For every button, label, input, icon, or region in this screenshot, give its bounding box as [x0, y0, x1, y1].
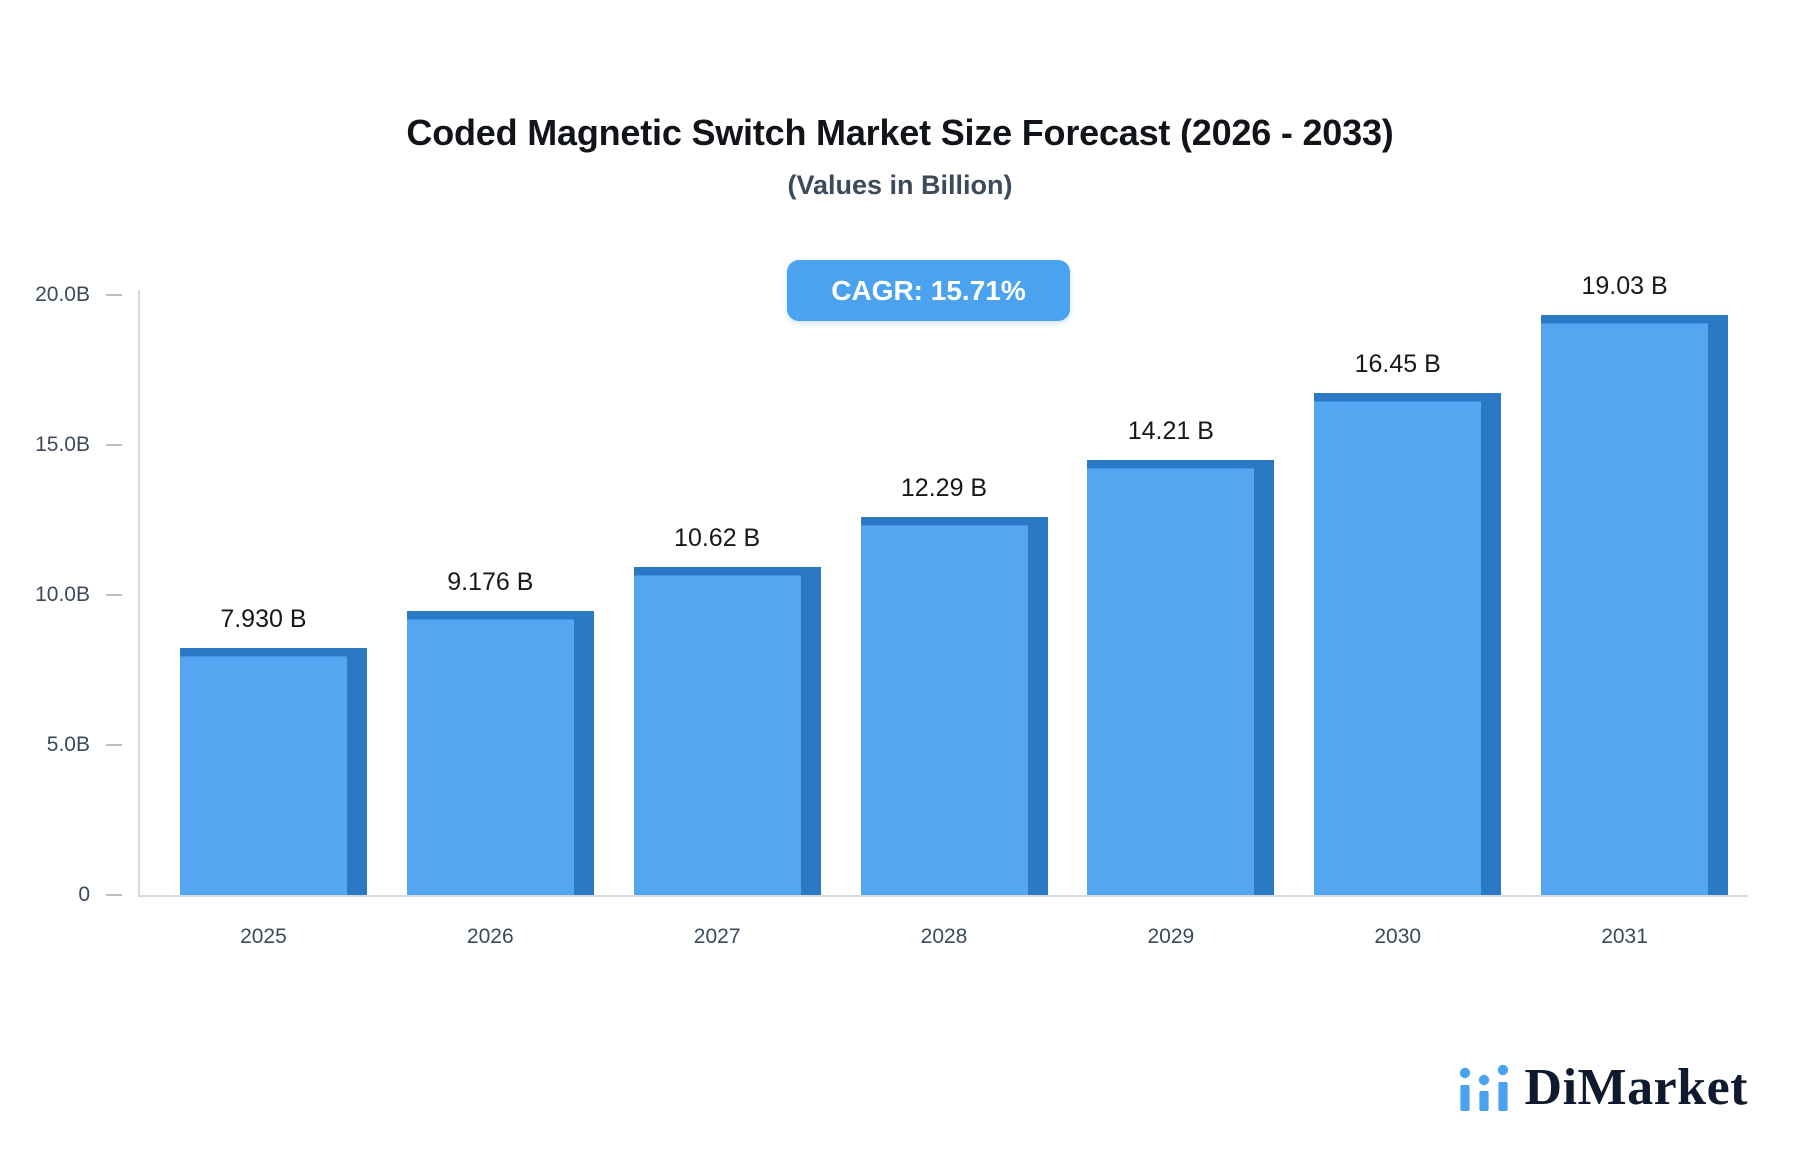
chart-title: Coded Magnetic Switch Market Size Foreca… — [406, 112, 1394, 153]
bar-side-face — [1481, 392, 1502, 895]
bar-2028 — [860, 517, 1048, 895]
bar-side-face — [800, 567, 821, 895]
bar-2025 — [179, 648, 367, 895]
bar-top-face — [1314, 392, 1482, 402]
y-axis-tick-label: 20.0B — [35, 283, 90, 306]
bar-value-label: 16.45 B — [1354, 349, 1441, 378]
bar-front-face — [1314, 400, 1482, 895]
bar-top-face — [1087, 459, 1255, 469]
bar-value-label: 7.930 B — [220, 605, 307, 634]
x-axis-tick-label: 2026 — [466, 925, 514, 948]
cagr-badge: CAGR: 15.71% — [787, 260, 1070, 321]
bar-side-face — [346, 648, 367, 895]
bar-value-label: 10.62 B — [674, 524, 761, 553]
bar-top-face — [179, 648, 347, 658]
x-axis-tick-label: 2031 — [1601, 925, 1648, 948]
bar-value-label: 14.21 B — [1127, 416, 1214, 445]
chart-subtitle: (Values in Billion) — [787, 170, 1013, 200]
bar-side-face — [1027, 517, 1048, 895]
y-axis-tick-label: 5.0B — [46, 733, 90, 756]
bar-2027 — [633, 567, 821, 895]
y-axis-tick-mark — [106, 894, 122, 896]
y-axis-tick-mark — [106, 444, 122, 446]
bar-front-face — [179, 656, 347, 895]
y-axis-line — [138, 290, 140, 897]
bar-2030 — [1314, 392, 1502, 895]
x-axis-tick-label: 2030 — [1374, 925, 1422, 948]
bar-2026 — [406, 610, 594, 895]
dimarket-logo: DiMarket — [1457, 1062, 1748, 1114]
y-axis-tick-mark — [106, 744, 122, 746]
bar-front-face — [860, 525, 1028, 895]
bar-front-face — [1087, 467, 1255, 895]
y-axis-tick-label: 10.0B — [35, 583, 90, 606]
x-axis-tick-label: 2029 — [1147, 925, 1195, 948]
logo-wordmark: DiMarket — [1524, 1059, 1748, 1116]
bar-value-label: 12.29 B — [900, 474, 988, 503]
bar-value-label: 9.176 B — [447, 567, 534, 596]
x-axis-line — [138, 895, 1748, 897]
bar-front-face — [1541, 323, 1709, 895]
y-axis-tick-mark — [106, 294, 122, 296]
bar-2029 — [1087, 459, 1275, 895]
y-axis-tick-label: 0 — [78, 883, 90, 906]
bar-top-face — [633, 567, 801, 577]
x-axis-tick-label: 2025 — [240, 925, 287, 948]
bar-top-face — [406, 610, 574, 620]
bar-value-label: 19.03 B — [1581, 272, 1668, 301]
bar-side-face — [1708, 315, 1729, 895]
bar-front-face — [406, 618, 574, 895]
bar-top-face — [860, 517, 1028, 527]
y-axis-tick-label: 15.0B — [35, 433, 90, 456]
cagr-badge-label: CAGR: 15.71% — [831, 274, 1026, 306]
y-axis-tick-mark — [106, 594, 122, 596]
x-axis-tick-label: 2028 — [920, 925, 968, 948]
bar-2031 — [1541, 315, 1729, 895]
x-axis-tick-label: 2027 — [693, 925, 741, 948]
bar-side-face — [573, 610, 594, 895]
bar-top-face — [1541, 315, 1709, 325]
bar-side-face — [1254, 459, 1275, 895]
bar-front-face — [633, 575, 801, 895]
bar-chart-icon — [1459, 1064, 1508, 1111]
